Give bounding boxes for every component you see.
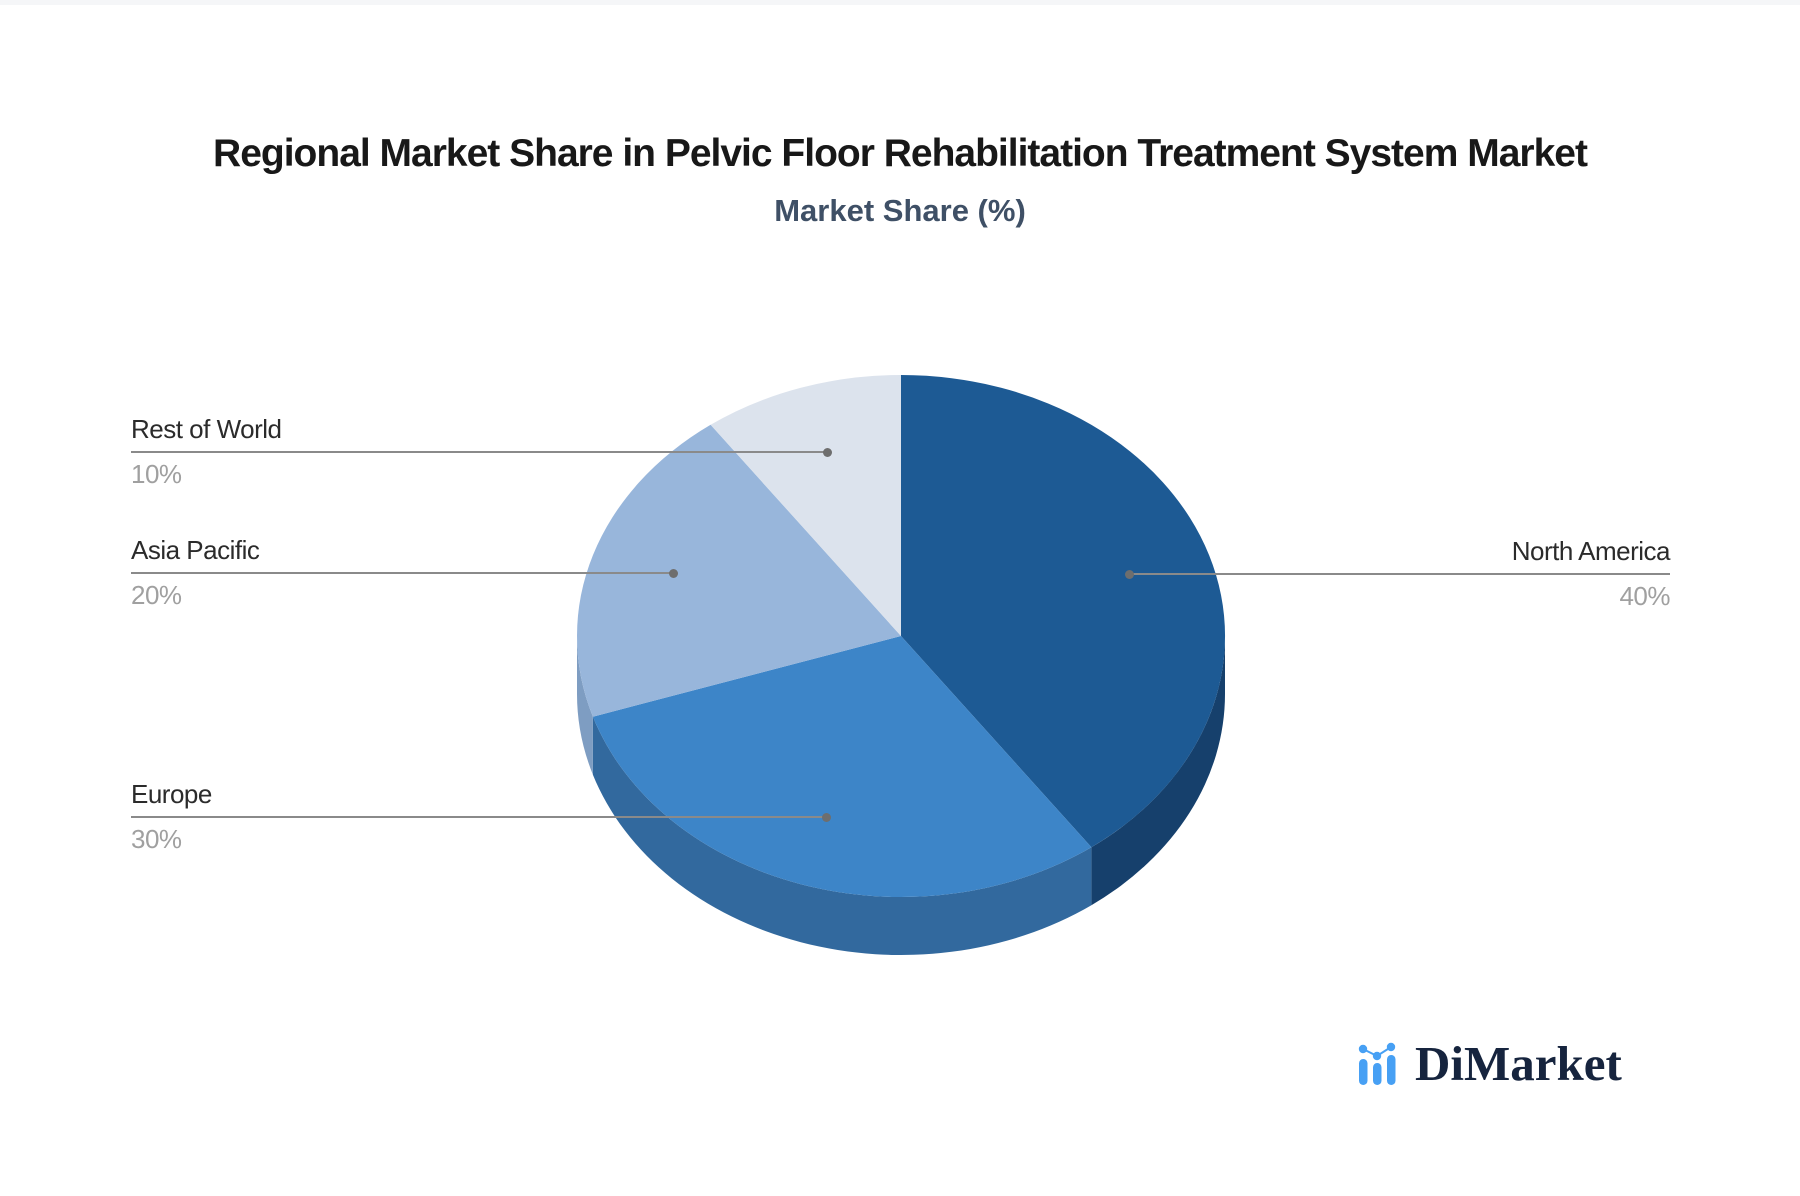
leader-line-north-america bbox=[1129, 573, 1670, 575]
pie-slice-north-america[interactable] bbox=[901, 375, 1226, 848]
pie-slice-side-north-america bbox=[1091, 636, 1226, 906]
bar-line-chart-icon bbox=[1358, 1042, 1396, 1085]
window-top-strip bbox=[0, 0, 1800, 5]
callout-value-rest-of-world: 10% bbox=[131, 459, 182, 489]
leader-line-asia-pacific bbox=[131, 572, 673, 574]
pie-slice-asia-pacific[interactable] bbox=[577, 424, 901, 717]
pie-slice-europe[interactable] bbox=[592, 636, 1092, 898]
callout-label-north-america: North America bbox=[1511, 536, 1671, 566]
leader-line-rest-of-world bbox=[131, 451, 827, 453]
callout-value-europe: 30% bbox=[131, 824, 182, 854]
pie-slice-side-asia-pacific bbox=[577, 636, 593, 775]
leader-dot-asia-pacific bbox=[669, 569, 678, 578]
callout-label-rest-of-world: Rest of World bbox=[131, 414, 282, 444]
dimarket-logo-text: DiMarket bbox=[1415, 1036, 1622, 1091]
callout-label-asia-pacific: Asia Pacific bbox=[131, 535, 260, 565]
leader-line-europe bbox=[131, 816, 826, 818]
leader-dot-north-america bbox=[1125, 570, 1134, 579]
pie-slice-rest-of-world[interactable] bbox=[710, 375, 901, 636]
leader-dot-rest-of-world bbox=[823, 448, 832, 457]
chart-title: Regional Market Share in Pelvic Floor Re… bbox=[213, 132, 1588, 175]
pie-slice-side-europe bbox=[592, 716, 1092, 956]
chart-subtitle: Market Share (%) bbox=[774, 193, 1026, 228]
callout-value-asia-pacific: 20% bbox=[131, 580, 182, 610]
callout-value-north-america: 40% bbox=[1619, 581, 1670, 611]
leader-dot-europe bbox=[822, 813, 831, 822]
callout-label-europe: Europe bbox=[131, 779, 212, 809]
dimarket-logo: DiMarket bbox=[1356, 1038, 1622, 1090]
